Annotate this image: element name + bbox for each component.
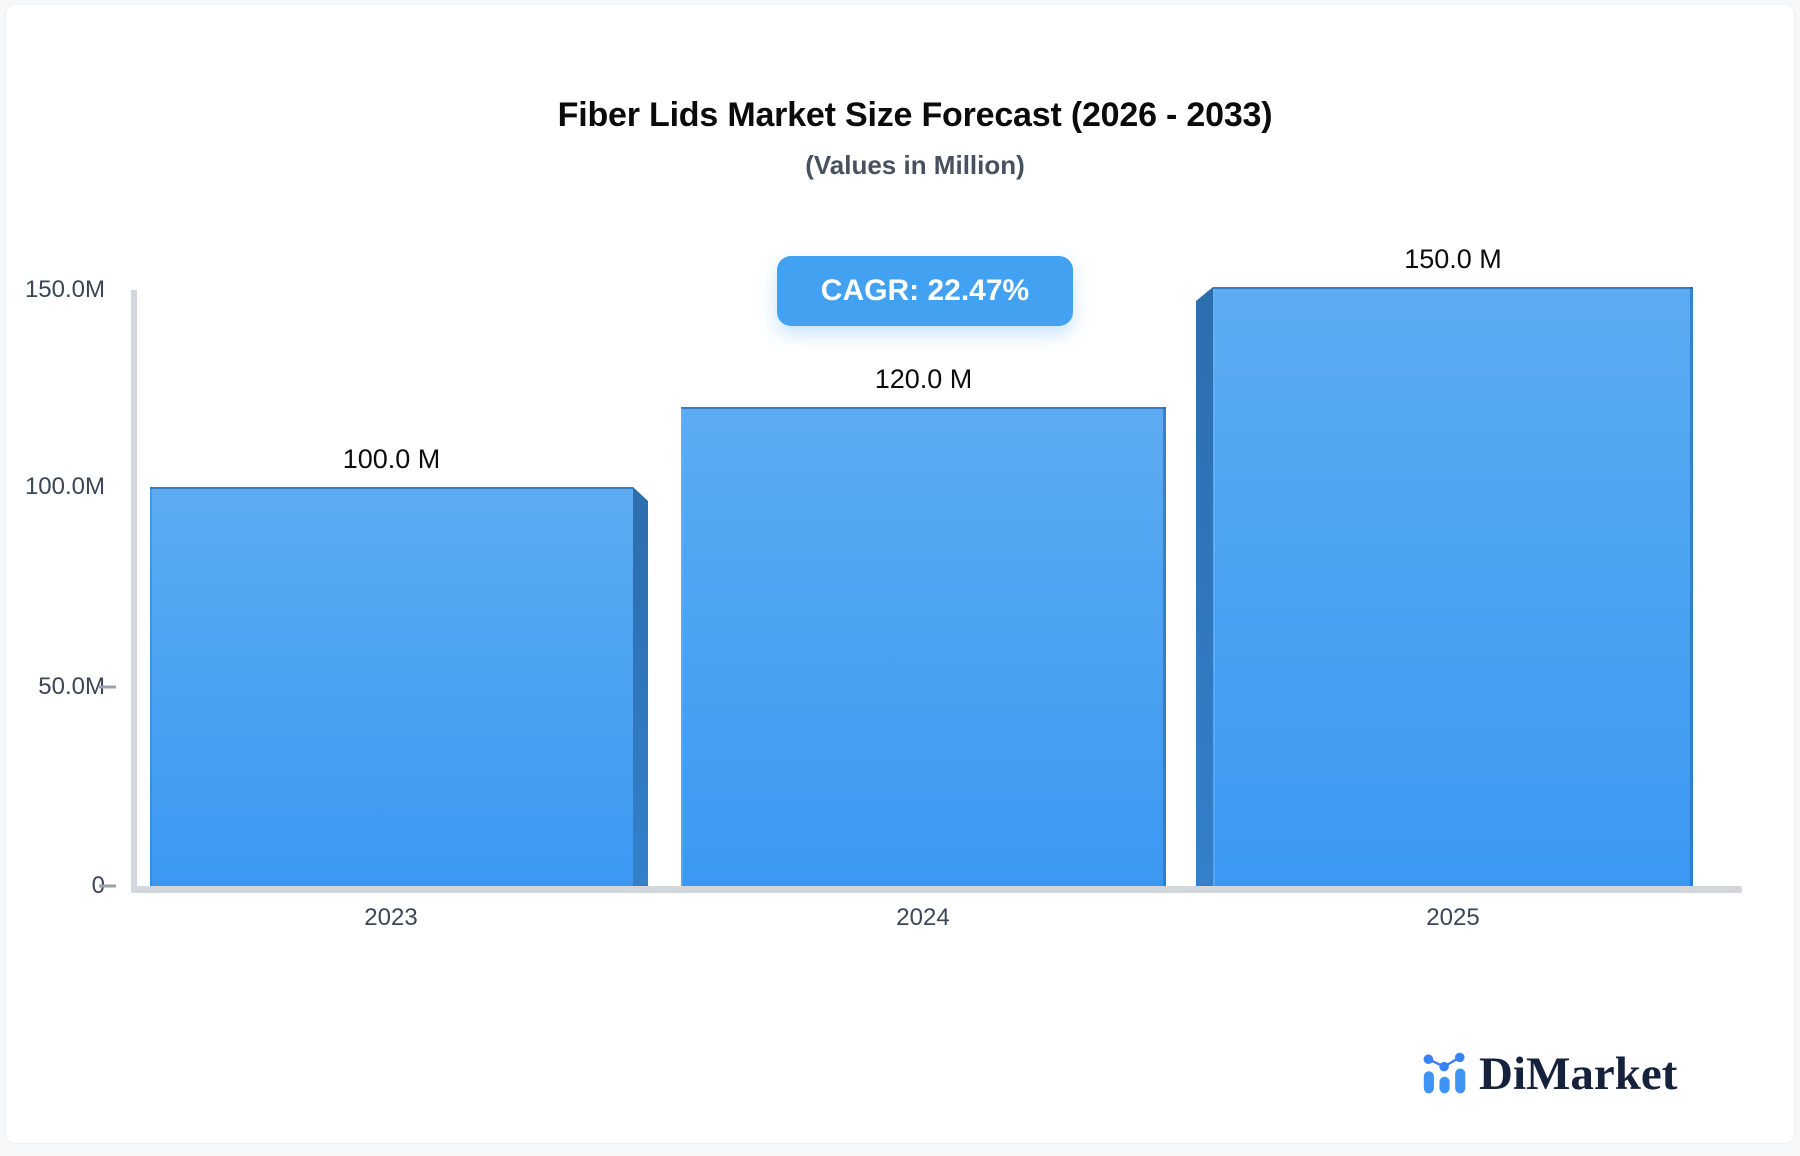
brand-logo[interactable]: DiMarket: [1421, 1044, 1711, 1104]
bar-value-label-2024: 120.0 M: [874, 364, 973, 394]
y-axis-tick-150: 150.0M: [24, 276, 105, 303]
bar-face-2025: [1213, 287, 1693, 887]
bar-chart-logo-icon: [1421, 1051, 1469, 1097]
bar-3d-side-2023: [633, 487, 648, 887]
bar-face-2023: [150, 487, 633, 887]
y-tick-mark-0: [99, 884, 116, 888]
y-axis-line: [131, 290, 137, 893]
x-axis-label-2025: 2025: [1426, 904, 1480, 931]
bar-2025: 150.0 M: [1196, 244, 1693, 887]
x-axis-label-2024: 2024: [896, 904, 950, 931]
chart-title: Fiber Lids Market Size Forecast (2026 - …: [557, 96, 1273, 134]
x-axis-label-2023: 2023: [364, 904, 418, 931]
cagr-badge: CAGR: 22.47%: [777, 256, 1073, 326]
bar-value-label-2023: 100.0 M: [342, 444, 441, 474]
bar-value-label-2025: 150.0 M: [1404, 244, 1502, 274]
y-axis-tick-100: 100.0M: [24, 473, 105, 500]
logo-text: DiMarket: [1479, 1048, 1678, 1100]
chart-subtitle: (Values in Million): [805, 150, 1025, 180]
y-axis-tick-50: 50.0M: [38, 673, 105, 700]
y-tick-mark-50: [99, 685, 116, 689]
bar-2023: 100.0 M: [150, 444, 648, 887]
y-axis-tick-0: 0: [0, 872, 105, 900]
bar-3d-side-2025: [1196, 287, 1213, 887]
x-axis-line: [131, 886, 1742, 893]
bar-face-2024: [681, 407, 1166, 887]
bar-2024: 120.0 M: [681, 364, 1166, 887]
